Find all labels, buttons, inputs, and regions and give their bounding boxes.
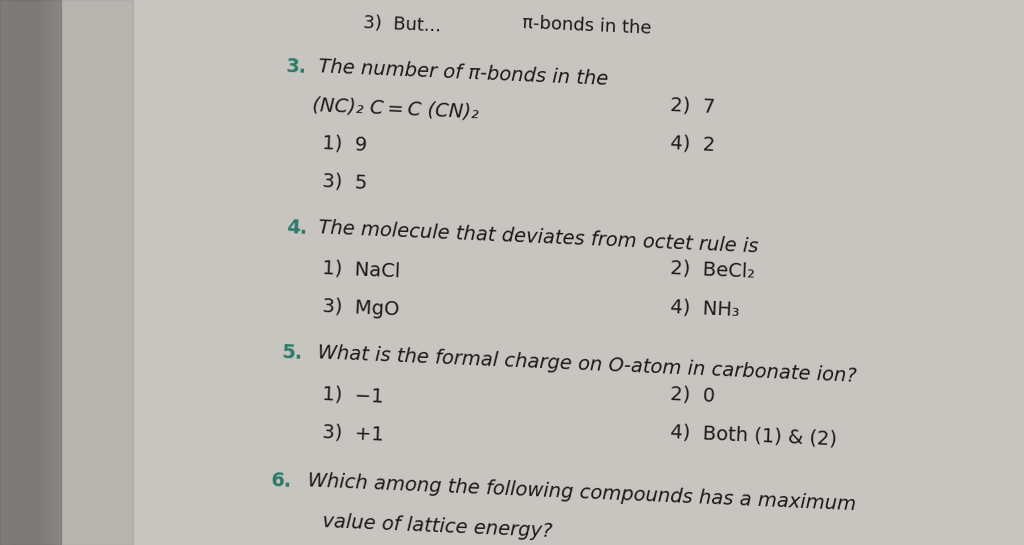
Text: 2)  0: 2) 0	[670, 384, 716, 405]
Bar	[0, 0, 26, 545]
Text: What is the formal charge on O-atom in carbonate ion?: What is the formal charge on O-atom in c…	[311, 343, 857, 386]
Bar	[0, 0, 2, 545]
Bar	[0, 0, 28, 545]
Text: 3.: 3.	[286, 57, 307, 77]
Text: 2)  7: 2) 7	[670, 95, 716, 116]
Bar	[0, 0, 27, 545]
Bar	[0, 0, 22, 545]
Bar	[0, 0, 49, 545]
Bar	[0, 0, 53, 545]
Bar	[0, 0, 4, 545]
Bar	[0, 0, 22, 545]
Text: 4)  NH₃: 4) NH₃	[670, 297, 740, 319]
Bar	[0, 0, 34, 545]
Bar	[0, 0, 35, 545]
Text: 3)  5: 3) 5	[322, 172, 368, 192]
Text: 4)  Both (1) & (2): 4) Both (1) & (2)	[670, 422, 838, 449]
Bar	[0, 0, 31, 545]
Bar	[0, 0, 40, 545]
Bar	[0, 0, 36, 545]
Bar	[0, 0, 20, 545]
Text: 3)  MgO: 3) MgO	[322, 297, 399, 319]
Bar	[0, 0, 6, 545]
Bar	[0, 0, 54, 545]
Bar	[41, 0, 133, 545]
Bar	[0, 0, 10, 545]
Bar	[0, 0, 37, 545]
Bar	[0, 0, 12, 545]
Text: value of lattice energy?: value of lattice energy?	[322, 512, 553, 541]
Bar	[0, 0, 48, 545]
Bar	[0, 0, 19, 545]
Bar	[0, 0, 51, 545]
Text: Which among the following compounds has a maximum: Which among the following compounds has …	[301, 471, 857, 514]
Text: 1)  −1: 1) −1	[322, 384, 384, 406]
Bar	[0, 0, 23, 545]
Bar	[0, 0, 18, 545]
Bar	[0, 0, 56, 545]
Bar	[0, 0, 7, 545]
Bar	[0, 0, 44, 545]
Text: 1)  9: 1) 9	[322, 134, 368, 154]
Text: 4)  2: 4) 2	[670, 134, 716, 154]
Bar	[0, 0, 5, 545]
Bar	[0, 0, 57, 545]
Bar	[0, 0, 11, 545]
Text: π-bonds in the: π-bonds in the	[521, 14, 651, 37]
Bar	[0, 0, 45, 545]
Bar	[0, 0, 52, 545]
Bar	[0, 0, 55, 545]
Bar	[0, 0, 14, 545]
Bar	[0, 0, 13, 545]
Bar	[0, 0, 41, 545]
Text: (NC)₂ C = C (CN)₂: (NC)₂ C = C (CN)₂	[311, 95, 479, 122]
Bar	[0, 0, 15, 545]
Text: The molecule that deviates from octet rule is: The molecule that deviates from octet ru…	[311, 218, 759, 257]
Bar	[0, 0, 42, 545]
Bar	[0, 0, 3, 545]
Bar	[0, 0, 58, 545]
Bar	[0, 0, 38, 545]
Bar	[0, 0, 17, 545]
Text: The number of π-bonds in the: The number of π-bonds in the	[311, 57, 608, 89]
Bar	[0, 0, 33, 545]
Text: 2)  BeCl₂: 2) BeCl₂	[670, 259, 756, 282]
Bar	[0, 0, 24, 545]
Text: 1)  NaCl: 1) NaCl	[322, 259, 400, 281]
Bar	[0, 0, 61, 545]
Bar	[0, 0, 8, 545]
Text: 3)  But...: 3) But...	[362, 14, 441, 35]
Bar	[0, 0, 43, 545]
Bar	[0, 0, 47, 545]
Text: 5.: 5.	[281, 343, 302, 364]
Bar	[0, 0, 29, 545]
Bar	[0, 0, 25, 545]
Text: 6.: 6.	[270, 471, 292, 492]
Bar	[0, 0, 39, 545]
Bar	[0, 0, 46, 545]
Text: 4.: 4.	[286, 218, 307, 238]
Bar	[0, 0, 59, 545]
Bar	[0, 0, 60, 545]
Text: 3)  +1: 3) +1	[322, 422, 384, 444]
Bar	[0, 0, 16, 545]
Bar	[0, 0, 30, 545]
Bar	[0, 0, 9, 545]
Bar	[0, 0, 32, 545]
Bar	[0, 0, 50, 545]
